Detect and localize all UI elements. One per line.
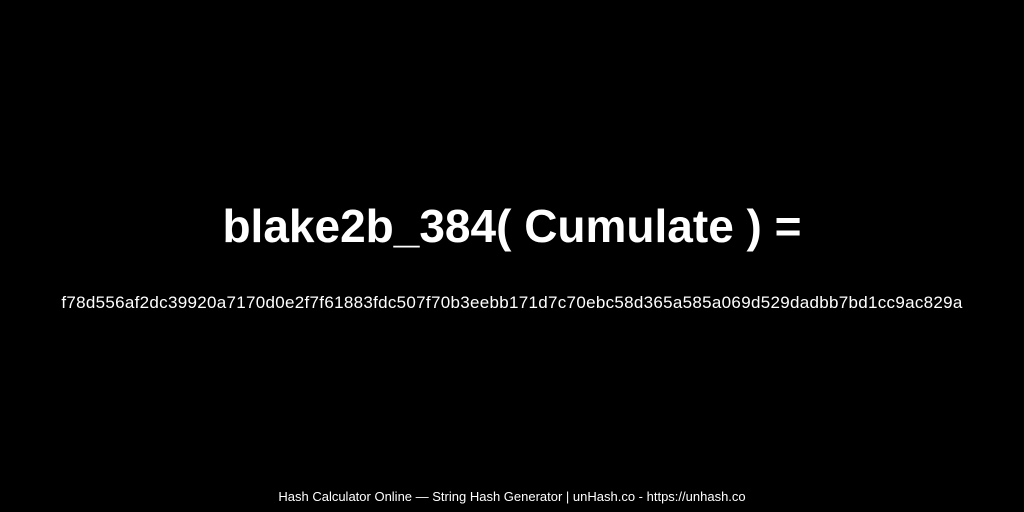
- hash-expression-heading: blake2b_384( Cumulate ) =: [222, 199, 801, 253]
- footer-text: Hash Calculator Online — String Hash Gen…: [0, 489, 1024, 504]
- main-content: blake2b_384( Cumulate ) = f78d556af2dc39…: [0, 0, 1024, 512]
- hash-output-value: f78d556af2dc39920a7170d0e2f7f61883fdc507…: [61, 293, 962, 313]
